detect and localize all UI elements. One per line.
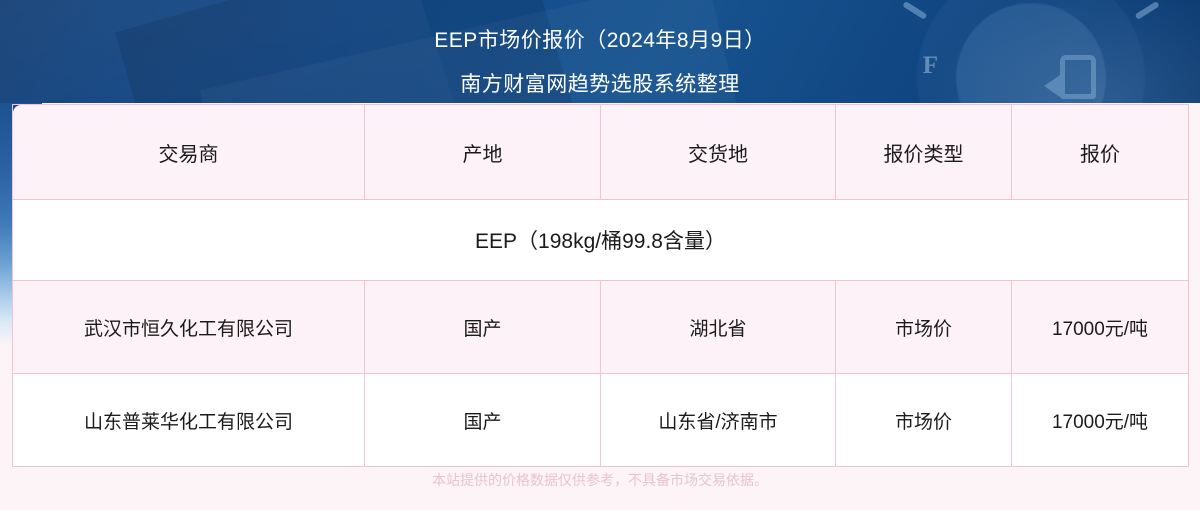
banner-decoration-d xyxy=(930,0,1200,103)
page-title: EEP市场价报价（2024年8月9日） xyxy=(434,29,766,52)
quote-table: 交易商 产地 交货地 报价类型 报价 EEP（198kg/桶99.8含量） 武汉… xyxy=(12,104,1189,467)
cell-origin: 国产 xyxy=(364,373,601,467)
column-header-origin: 产地 xyxy=(364,104,601,200)
column-header-price: 报价 xyxy=(1011,104,1189,200)
cell-price: 17000元/吨 xyxy=(1011,280,1189,374)
table-row: 武汉市恒久化工有限公司 国产 湖北省 市场价 17000元/吨 xyxy=(12,280,1189,374)
table-header-row: 交易商 产地 交货地 报价类型 报价 xyxy=(12,104,1189,200)
product-group-label: EEP（198kg/桶99.8含量） xyxy=(12,199,1189,281)
column-header-delivery: 交货地 xyxy=(600,104,836,200)
cell-trader: 山东普莱华化工有限公司 xyxy=(12,373,365,467)
fuel-nozzle-icon xyxy=(1060,55,1096,99)
cell-delivery: 湖北省 xyxy=(600,280,836,374)
column-header-trader: 交易商 xyxy=(12,104,365,200)
cell-trader: 武汉市恒久化工有限公司 xyxy=(12,280,365,374)
cell-quote-type: 市场价 xyxy=(835,373,1012,467)
cell-origin: 国产 xyxy=(364,280,601,374)
gauge-full-label: F xyxy=(922,52,938,79)
fuel-pointer-icon xyxy=(1044,75,1060,97)
product-group-row: EEP（198kg/桶99.8含量） xyxy=(12,199,1189,281)
fuel-gauge-icon xyxy=(886,0,1176,103)
table-row: 山东普莱华化工有限公司 国产 山东省/济南市 市场价 17000元/吨 xyxy=(12,373,1189,467)
cell-quote-type: 市场价 xyxy=(835,280,1012,374)
page-subtitle: 南方财富网趋势选股系统整理 xyxy=(460,73,740,96)
disclaimer-text: 本站提供的价格数据仅供参考，不具备市场交易依据。 xyxy=(432,472,768,488)
cell-delivery: 山东省/济南市 xyxy=(600,373,836,467)
page-banner: F EEP市场价报价（2024年8月9日） 南方财富网趋势选股系统整理 xyxy=(0,0,1200,103)
column-header-quote-type: 报价类型 xyxy=(835,104,1012,200)
cell-price: 17000元/吨 xyxy=(1011,373,1189,467)
quote-table-container: 交易商 产地 交货地 报价类型 报价 EEP（198kg/桶99.8含量） 武汉… xyxy=(12,104,1189,467)
